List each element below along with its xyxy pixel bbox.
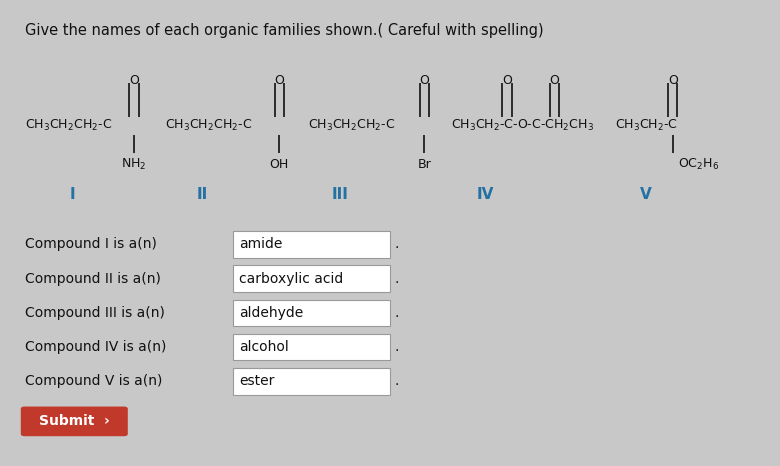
Text: III: III — [332, 187, 349, 202]
Text: O: O — [129, 74, 139, 87]
Text: amide: amide — [239, 237, 283, 252]
FancyBboxPatch shape — [233, 368, 390, 395]
FancyBboxPatch shape — [233, 300, 390, 326]
Text: O: O — [275, 74, 284, 87]
Text: Give the names of each organic families shown.( Careful with spelling): Give the names of each organic families … — [25, 23, 543, 38]
Text: IV: IV — [477, 187, 495, 202]
Text: $\mathregular{NH_2}$: $\mathregular{NH_2}$ — [121, 157, 147, 172]
Text: $\mathregular{CH_3CH_2}$-C: $\mathregular{CH_3CH_2}$-C — [615, 118, 679, 133]
Text: $\mathregular{CH_3CH_2CH_2}$-C: $\mathregular{CH_3CH_2CH_2}$-C — [25, 118, 112, 133]
FancyBboxPatch shape — [233, 266, 390, 292]
Text: O: O — [668, 74, 678, 87]
Text: Compound V is a(n): Compound V is a(n) — [25, 374, 162, 389]
Text: V: V — [640, 187, 652, 202]
Text: $\mathregular{OC_2H_6}$: $\mathregular{OC_2H_6}$ — [678, 157, 719, 172]
Text: .: . — [395, 340, 399, 354]
Text: $\mathregular{CH_3CH_2CH_2}$-C: $\mathregular{CH_3CH_2CH_2}$-C — [165, 118, 252, 133]
Text: Compound III is a(n): Compound III is a(n) — [25, 306, 165, 320]
Text: ester: ester — [239, 374, 275, 389]
Text: carboxylic acid: carboxylic acid — [239, 272, 344, 286]
FancyBboxPatch shape — [21, 406, 128, 436]
Text: I: I — [70, 187, 76, 202]
FancyBboxPatch shape — [233, 231, 390, 258]
Text: $\mathregular{CH_3CH_2CH_2}$-C: $\mathregular{CH_3CH_2CH_2}$-C — [308, 118, 395, 133]
Text: O: O — [502, 74, 512, 87]
Text: O: O — [420, 74, 429, 87]
Text: .: . — [395, 272, 399, 286]
Text: Compound II is a(n): Compound II is a(n) — [25, 272, 161, 286]
Text: .: . — [395, 306, 399, 320]
Text: aldehyde: aldehyde — [239, 306, 303, 320]
Text: Compound IV is a(n): Compound IV is a(n) — [25, 340, 166, 354]
Text: Br: Br — [417, 158, 431, 171]
Text: O: O — [549, 74, 559, 87]
Text: .: . — [395, 374, 399, 389]
Text: Submit  ›: Submit › — [39, 414, 110, 428]
Text: $\mathregular{CH_3CH_2}$-C-O-C-$\mathregular{CH_2CH_3}$: $\mathregular{CH_3CH_2}$-C-O-C-$\mathreg… — [451, 118, 594, 133]
Text: II: II — [197, 187, 208, 202]
Text: Compound I is a(n): Compound I is a(n) — [25, 237, 157, 252]
Text: OH: OH — [270, 158, 289, 171]
Text: alcohol: alcohol — [239, 340, 289, 354]
FancyBboxPatch shape — [233, 334, 390, 360]
Text: .: . — [395, 237, 399, 252]
